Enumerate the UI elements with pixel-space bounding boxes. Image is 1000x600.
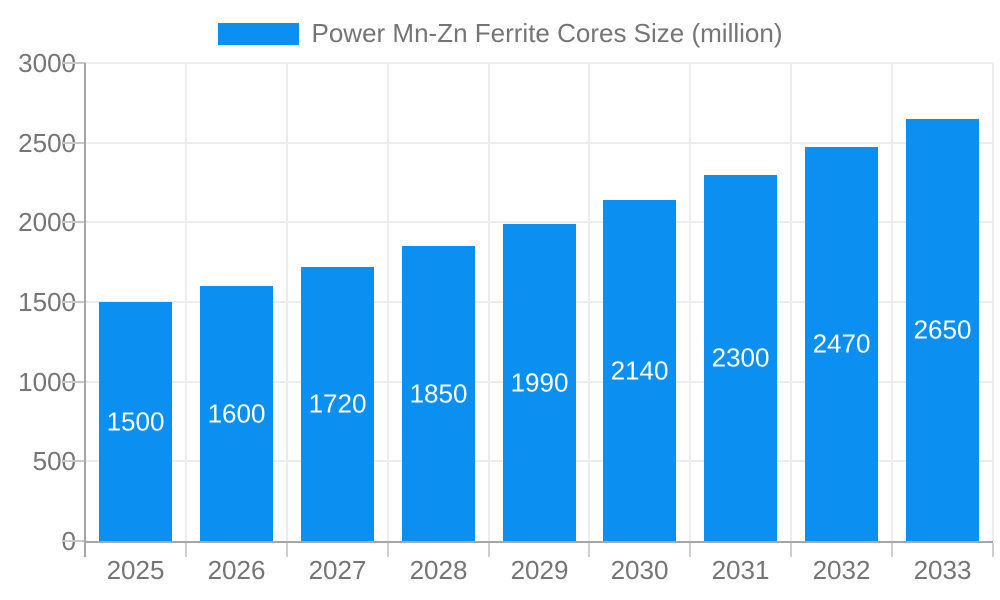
x-axis-tick [790, 543, 792, 557]
y-axis-tick [63, 381, 85, 383]
y-axis-tick [63, 221, 85, 223]
vertical-gridline [992, 63, 994, 541]
x-axis-label: 2033 [913, 555, 972, 585]
x-axis-tick [286, 543, 288, 557]
x-axis-label: 2028 [409, 555, 468, 585]
bar-2028[interactable]: 1850 [402, 246, 475, 541]
horizontal-gridline [85, 221, 993, 223]
plot-area: 1500 1600 1720 1850 1990 2140 2300 2470 2650 [63, 62, 994, 542]
vertical-gridline [286, 63, 288, 541]
x-axis-tick [992, 543, 994, 557]
bar-2027[interactable]: 1720 [301, 267, 374, 541]
horizontal-gridline [85, 142, 993, 144]
x-axis-tick [891, 543, 893, 557]
vertical-gridline [387, 63, 389, 541]
vertical-gridline [588, 63, 590, 541]
vertical-gridline [790, 63, 792, 541]
x-axis-label: 2030 [610, 555, 669, 585]
y-axis-tick [63, 460, 85, 462]
y-axis-tick [63, 540, 85, 542]
bar-value-label: 1850 [409, 378, 468, 408]
x-axis-labels: 2025 2026 2027 2028 2029 2030 2031 2032 2033 [85, 553, 993, 587]
y-axis-line [84, 63, 86, 557]
bar-value-label: 1500 [106, 406, 165, 436]
x-axis-label: 2025 [106, 555, 165, 585]
bar-value-label: 1720 [308, 388, 367, 419]
vertical-gridline [891, 63, 893, 541]
bar-value-label: 2300 [711, 342, 770, 373]
x-axis-label: 2026 [207, 555, 266, 585]
vertical-gridline [488, 63, 490, 541]
vertical-gridline [689, 63, 691, 541]
bar-value-label: 2470 [812, 328, 871, 359]
bar-value-label: 2140 [610, 355, 669, 385]
x-axis-tick [387, 543, 389, 557]
x-axis-tick [588, 543, 590, 557]
x-axis-label: 2027 [308, 555, 367, 585]
bar-2025[interactable]: 1500 [99, 302, 172, 541]
legend-color-swatch [217, 22, 299, 45]
x-axis-label: 2029 [510, 555, 569, 585]
y-axis-tick [63, 301, 85, 303]
x-axis-tick [689, 543, 691, 557]
x-axis-label: 2031 [711, 555, 770, 585]
bar-value-label: 2650 [913, 314, 972, 345]
bar-2029[interactable]: 1990 [503, 224, 576, 541]
x-axis-label: 2032 [812, 555, 871, 585]
bar-2031[interactable]: 2300 [704, 175, 777, 541]
bar-2032[interactable]: 2470 [805, 147, 878, 541]
x-axis-tick [185, 543, 187, 557]
legend: Power Mn-Zn Ferrite Cores Size (million) [0, 18, 1000, 49]
horizontal-gridline [85, 62, 993, 64]
bar-2033[interactable]: 2650 [906, 119, 979, 541]
bar-value-label: 1990 [510, 367, 569, 397]
legend-label: Power Mn-Zn Ferrite Cores Size (million) [311, 18, 783, 48]
x-axis-ticks [85, 541, 994, 557]
bar-2026[interactable]: 1600 [200, 286, 273, 541]
y-axis-tick [63, 62, 85, 64]
bar-value-label: 1600 [207, 398, 266, 428]
x-axis-line [85, 541, 993, 543]
bar-2030[interactable]: 2140 [603, 200, 676, 541]
y-axis-tick [63, 142, 85, 144]
x-axis-tick [488, 543, 490, 557]
vertical-gridline [185, 63, 187, 541]
legend-item[interactable]: Power Mn-Zn Ferrite Cores Size (million) [217, 18, 783, 49]
